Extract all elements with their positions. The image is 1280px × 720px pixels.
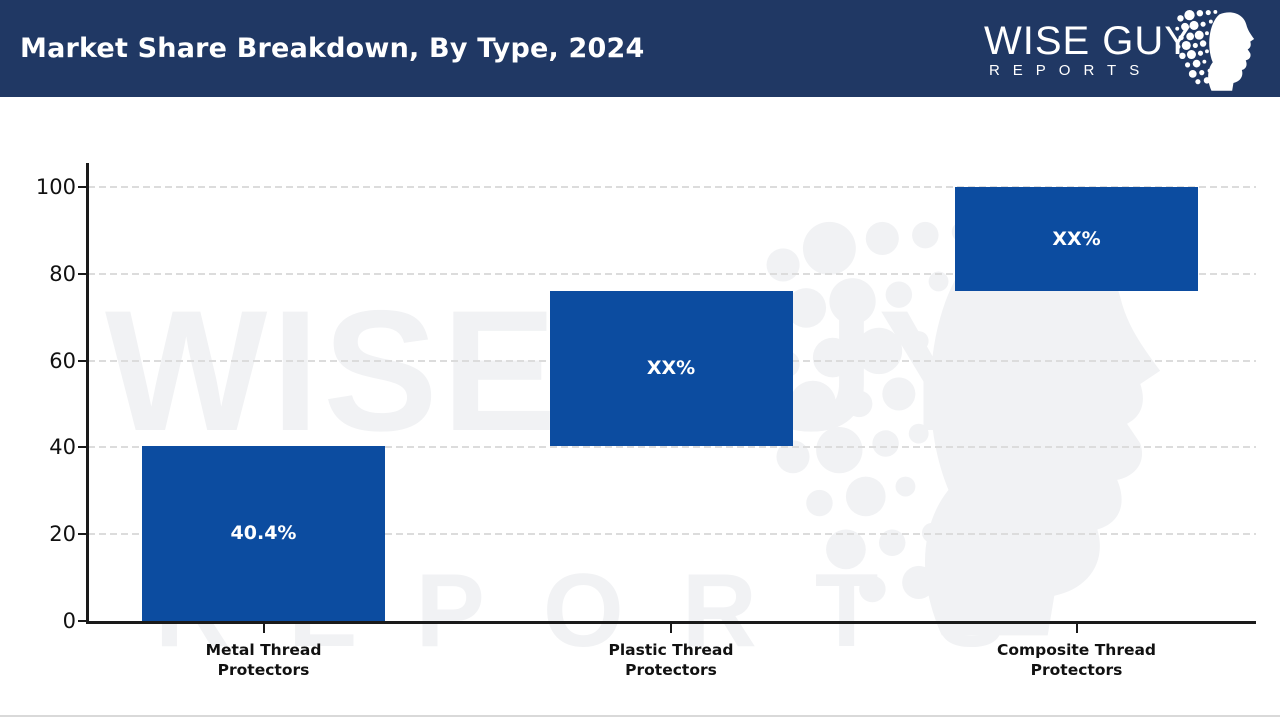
y-tick-label-100: 100 bbox=[35, 175, 76, 199]
bar-value-label: 40.4% bbox=[230, 522, 297, 545]
y-tick-mark-80 bbox=[78, 272, 87, 275]
chart-area: WISE GUY REPORTS 0 20 40 60 80 100 40.4% XX% XX%… bbox=[0, 97, 1280, 720]
bar-value-label: XX% bbox=[646, 357, 696, 380]
wise-guy-head-icon bbox=[1175, 9, 1255, 91]
logo-wordmark: WISE GUY bbox=[983, 19, 1192, 63]
y-tick-mark-20 bbox=[78, 533, 87, 536]
x-tick-mark-plastic-thread bbox=[670, 624, 672, 633]
y-tick-label-0: 0 bbox=[62, 609, 76, 633]
y-tick-label-80: 80 bbox=[49, 261, 76, 286]
y-tick-mark-0 bbox=[78, 620, 87, 622]
x-category-label-composite-thread-protectors: Composite Thread Protectors bbox=[917, 640, 1237, 680]
page-title: Market Share Breakdown, By Type, 2024 bbox=[20, 33, 645, 64]
y-tick-mark-60 bbox=[78, 359, 87, 362]
bar-plastic-thread-protectors: XX% bbox=[549, 291, 793, 446]
gridline-20 bbox=[88, 533, 1256, 536]
x-category-label-line1: Metal Thread bbox=[205, 641, 322, 659]
x-tick-mark-composite-thread bbox=[1075, 624, 1078, 633]
gridline-80 bbox=[88, 272, 1256, 275]
gridline-40 bbox=[88, 446, 1256, 449]
gridline-100 bbox=[88, 186, 1256, 188]
x-category-label-line1: Composite Thread bbox=[996, 641, 1157, 659]
x-category-label-line2: Protectors bbox=[217, 661, 310, 679]
bar-metal-thread-protectors: 40.4% bbox=[142, 445, 385, 621]
x-tick-mark-metal-thread bbox=[262, 624, 265, 633]
footer-divider bbox=[0, 715, 1280, 717]
y-tick-mark-100 bbox=[78, 186, 87, 188]
waterfall-chart: 0 20 40 60 80 100 40.4% XX% XX% Metal Thread Prote… bbox=[0, 97, 1280, 720]
y-tick-label-40: 40 bbox=[49, 435, 76, 460]
bar-value-label: XX% bbox=[1052, 228, 1101, 251]
y-tick-label-20: 20 bbox=[49, 522, 76, 547]
x-category-label-plastic-thread-protectors: Plastic Thread Protectors bbox=[511, 640, 831, 680]
y-tick-label-60: 60 bbox=[49, 348, 76, 373]
x-category-label-line1: Plastic Thread bbox=[608, 641, 734, 659]
x-category-label-metal-thread-protectors: Metal Thread Protectors bbox=[104, 640, 424, 680]
logo-subtitle: REPORTS bbox=[988, 62, 1153, 79]
y-tick-mark-40 bbox=[78, 446, 87, 449]
logo-text: WISE GUY REPORTS bbox=[984, 20, 1192, 80]
x-category-label-line2: Protectors bbox=[625, 661, 717, 679]
y-axis-line bbox=[86, 163, 89, 624]
wise-guy-logo: WISE GUY REPORTS bbox=[984, 8, 1266, 92]
header-bar: Market Share Breakdown, By Type, 2024 WI… bbox=[0, 0, 1280, 97]
bar-composite-thread-protectors: XX% bbox=[955, 187, 1198, 292]
x-category-label-line2: Protectors bbox=[1030, 661, 1123, 679]
x-axis-line bbox=[86, 621, 1256, 624]
